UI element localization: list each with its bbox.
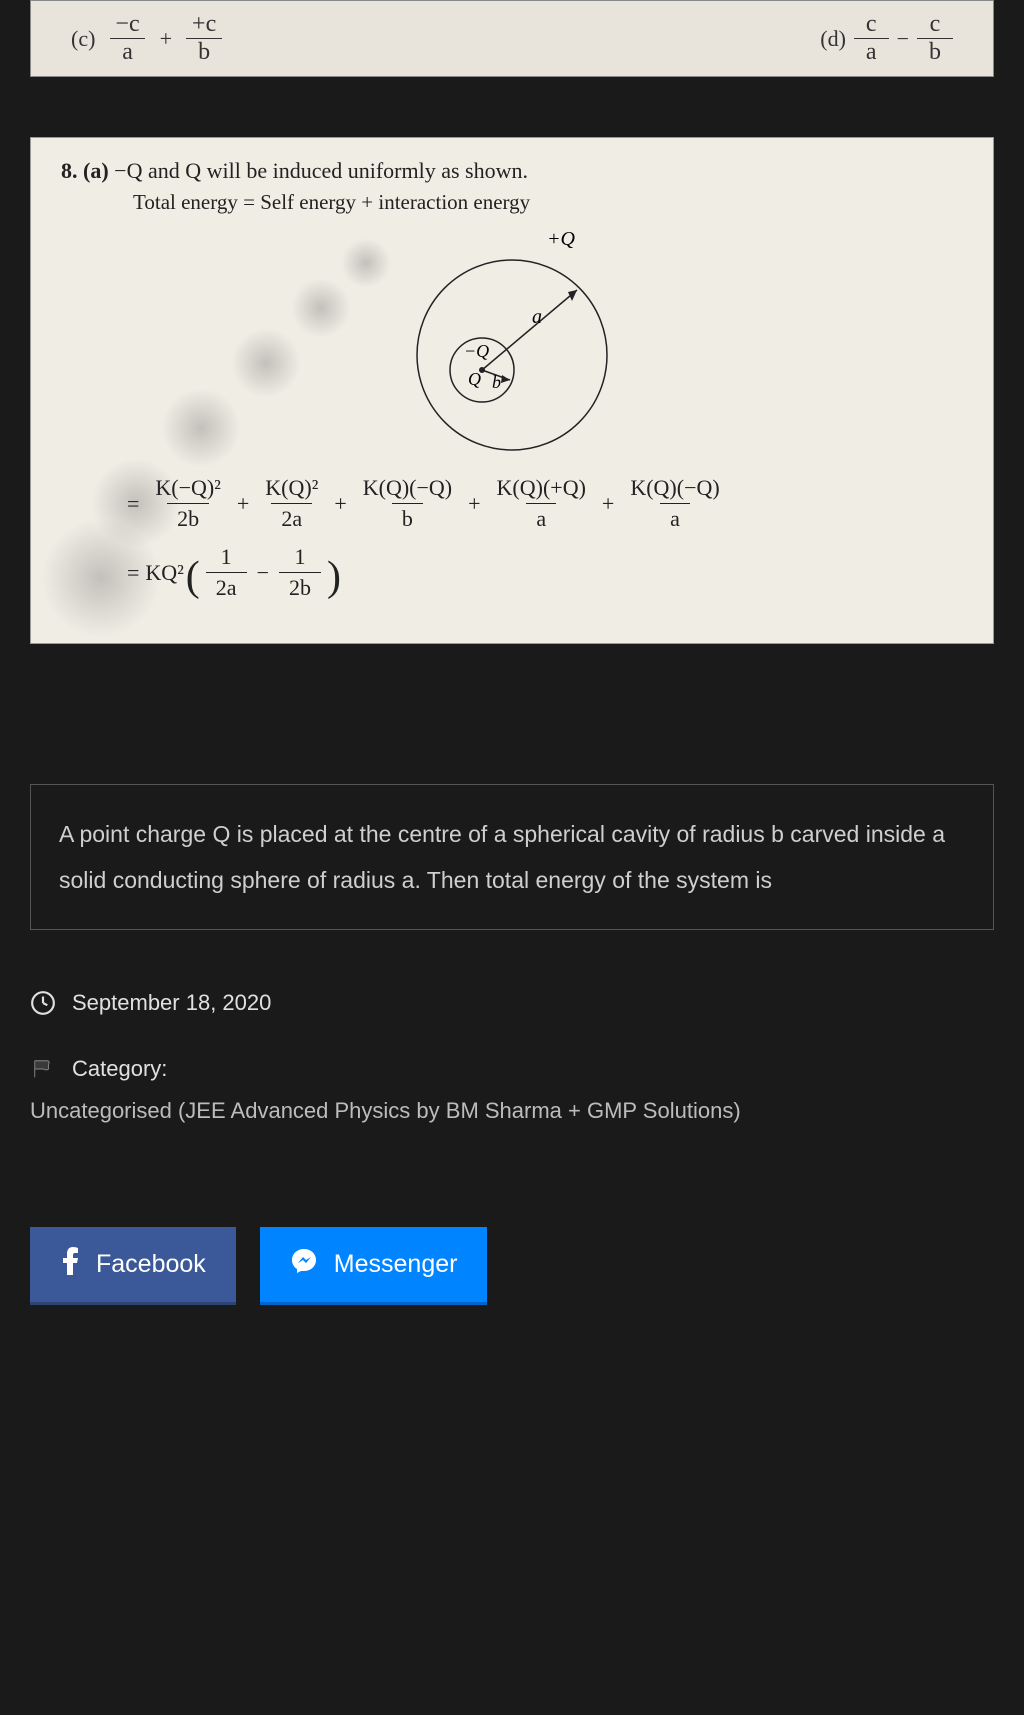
option-d: (d) ca − cb bbox=[820, 11, 953, 66]
solution-line1: 8. (a) −Q and Q will be induced uniforml… bbox=[61, 158, 963, 184]
option-c-label: (c) bbox=[71, 26, 95, 52]
solution-line2: Total energy = Self energy + interaction… bbox=[133, 190, 963, 215]
facebook-icon bbox=[60, 1247, 80, 1282]
question-box: A point charge Q is placed at the centre… bbox=[30, 784, 994, 930]
share-buttons-row: Facebook Messenger bbox=[30, 1227, 994, 1305]
category-label: Category: bbox=[72, 1056, 167, 1082]
date-row: September 18, 2020 bbox=[30, 990, 994, 1016]
formula-row-2: = KQ² ( 12a − 12b ) bbox=[121, 544, 963, 601]
question-text: A point charge Q is placed at the centre… bbox=[59, 821, 945, 893]
category-link[interactable]: Uncategorised (JEE Advanced Physics by B… bbox=[30, 1096, 790, 1127]
messenger-icon bbox=[290, 1247, 318, 1282]
svg-text:−Q: −Q bbox=[464, 341, 489, 361]
option-c: (c) −ca + +cb bbox=[71, 11, 228, 66]
facebook-label: Facebook bbox=[96, 1250, 206, 1279]
messenger-label: Messenger bbox=[334, 1250, 458, 1279]
post-date: September 18, 2020 bbox=[72, 990, 271, 1016]
formula-row-1: = K(−Q)²2b + K(Q)²2a + K(Q)(−Q)b + K(Q)(… bbox=[121, 475, 963, 532]
svg-text:a: a bbox=[532, 306, 542, 328]
solution-image: 8. (a) −Q and Q will be induced uniforml… bbox=[30, 137, 994, 644]
svg-text:Q: Q bbox=[468, 369, 481, 389]
option-d-label: (d) bbox=[820, 26, 846, 52]
category-row: Category: bbox=[30, 1056, 994, 1086]
top-options-strip: (c) −ca + +cb (d) ca − cb bbox=[30, 0, 994, 77]
facebook-share-button[interactable]: Facebook bbox=[30, 1227, 236, 1305]
flag-icon bbox=[30, 1058, 56, 1086]
svg-text:b: b bbox=[492, 372, 501, 392]
clock-icon bbox=[30, 990, 56, 1016]
messenger-share-button[interactable]: Messenger bbox=[260, 1227, 488, 1305]
svg-text:+Q: +Q bbox=[547, 228, 575, 250]
